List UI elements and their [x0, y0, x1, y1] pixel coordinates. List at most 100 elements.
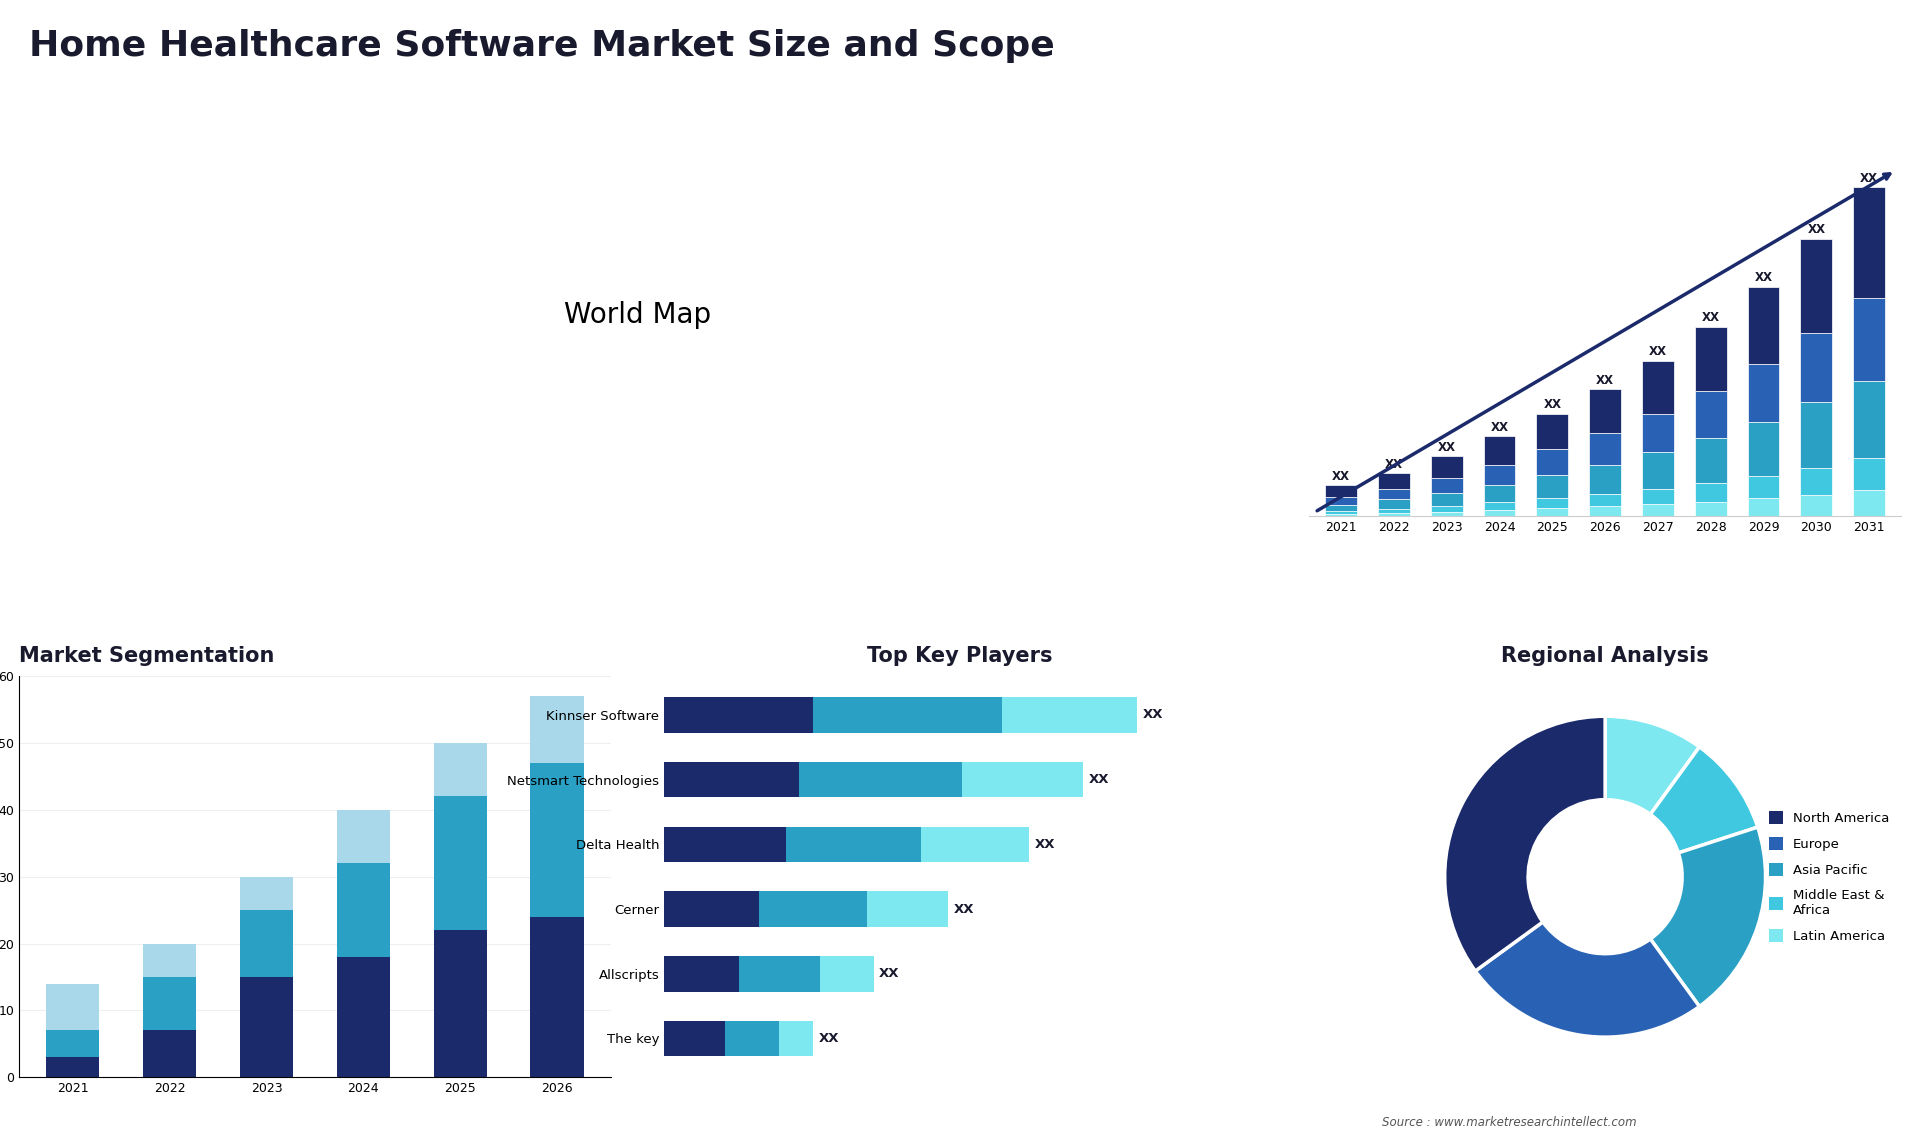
Title: Regional Analysis: Regional Analysis [1501, 646, 1709, 666]
Bar [1325, 505, 1357, 511]
Bar [434, 743, 488, 796]
Bar [46, 1058, 100, 1077]
Bar [1695, 438, 1726, 482]
Bar [664, 1021, 726, 1057]
Bar [922, 826, 1029, 862]
Wedge shape [1605, 716, 1699, 815]
Bar [1853, 187, 1885, 298]
Bar [962, 762, 1083, 798]
Bar [1801, 402, 1832, 468]
Bar [336, 957, 390, 1077]
Bar [1379, 500, 1409, 509]
Bar [726, 1021, 780, 1057]
Bar [530, 696, 584, 763]
Bar [1853, 458, 1885, 490]
Bar [758, 892, 868, 927]
Bar [1695, 482, 1726, 502]
Bar [1484, 510, 1515, 516]
Bar [1853, 490, 1885, 516]
Bar [142, 1030, 196, 1077]
Bar [1484, 485, 1515, 502]
Bar [1325, 513, 1357, 516]
Bar [1642, 453, 1674, 488]
Bar [142, 943, 196, 976]
Bar [1536, 474, 1569, 499]
Text: Market Segmentation: Market Segmentation [19, 646, 275, 666]
Bar [664, 762, 799, 798]
Bar [46, 983, 100, 1030]
Bar [664, 697, 812, 732]
Bar [1801, 332, 1832, 402]
Text: XX: XX [1544, 398, 1561, 411]
Bar [1853, 298, 1885, 380]
Bar [1379, 512, 1409, 516]
Text: XX: XX [1332, 470, 1350, 482]
Bar [336, 863, 390, 957]
Text: XX: XX [1089, 774, 1110, 786]
Bar [1642, 414, 1674, 453]
Bar [1430, 456, 1463, 478]
Legend: Geography: Geography [816, 824, 929, 848]
Legend: North America, Europe, Asia Pacific, Middle East &
Africa, Latin America: North America, Europe, Asia Pacific, Mid… [1764, 806, 1895, 948]
Bar [1747, 476, 1780, 499]
Bar [1801, 495, 1832, 516]
Bar [1002, 697, 1137, 732]
Text: Source : www.marketresearchintellect.com: Source : www.marketresearchintellect.com [1382, 1116, 1638, 1129]
Text: XX: XX [1438, 441, 1455, 454]
Bar [739, 956, 820, 991]
Bar [1853, 380, 1885, 458]
Bar [1430, 493, 1463, 505]
Bar [1801, 238, 1832, 332]
Bar [1536, 499, 1569, 508]
Text: XX: XX [1142, 708, 1164, 722]
Bar [434, 931, 488, 1077]
Text: XX: XX [1807, 223, 1826, 236]
Bar [1430, 511, 1463, 516]
Bar [785, 826, 922, 862]
Bar [1747, 286, 1780, 364]
Bar [1642, 361, 1674, 414]
Bar [1590, 494, 1620, 507]
Bar [664, 956, 739, 991]
Text: XX: XX [818, 1031, 839, 1045]
Bar [1695, 391, 1726, 438]
Bar [1642, 488, 1674, 504]
Text: XX: XX [1596, 374, 1615, 387]
Text: XX: XX [1701, 312, 1720, 324]
Bar [1747, 422, 1780, 476]
Bar [1747, 499, 1780, 516]
Wedge shape [1651, 747, 1757, 853]
Bar [1747, 364, 1780, 422]
Bar [820, 956, 874, 991]
Bar [1590, 390, 1620, 433]
Bar [336, 810, 390, 863]
Bar [799, 762, 962, 798]
Bar [46, 1030, 100, 1058]
Bar [1430, 478, 1463, 493]
Text: XX: XX [954, 903, 973, 916]
Text: XX: XX [1384, 458, 1404, 471]
Text: XX: XX [1035, 838, 1056, 850]
Bar [1590, 464, 1620, 494]
Bar [664, 892, 758, 927]
Bar [780, 1021, 812, 1057]
Bar [142, 976, 196, 1030]
Text: XX: XX [1490, 421, 1509, 434]
Bar [530, 763, 584, 917]
Bar [530, 917, 584, 1077]
Bar [1484, 464, 1515, 485]
Bar [1379, 509, 1409, 512]
Text: Home Healthcare Software Market Size and Scope: Home Healthcare Software Market Size and… [29, 29, 1054, 63]
Bar [812, 697, 1002, 732]
Bar [1484, 502, 1515, 510]
Bar [1536, 414, 1569, 449]
Bar [434, 796, 488, 931]
Bar [1695, 502, 1726, 516]
Title: Top Key Players: Top Key Players [868, 646, 1052, 666]
Bar [1379, 488, 1409, 500]
Text: XX: XX [1649, 345, 1667, 359]
Bar [1801, 468, 1832, 495]
Bar [1642, 504, 1674, 516]
Text: XX: XX [1755, 272, 1772, 284]
Bar [664, 826, 785, 862]
